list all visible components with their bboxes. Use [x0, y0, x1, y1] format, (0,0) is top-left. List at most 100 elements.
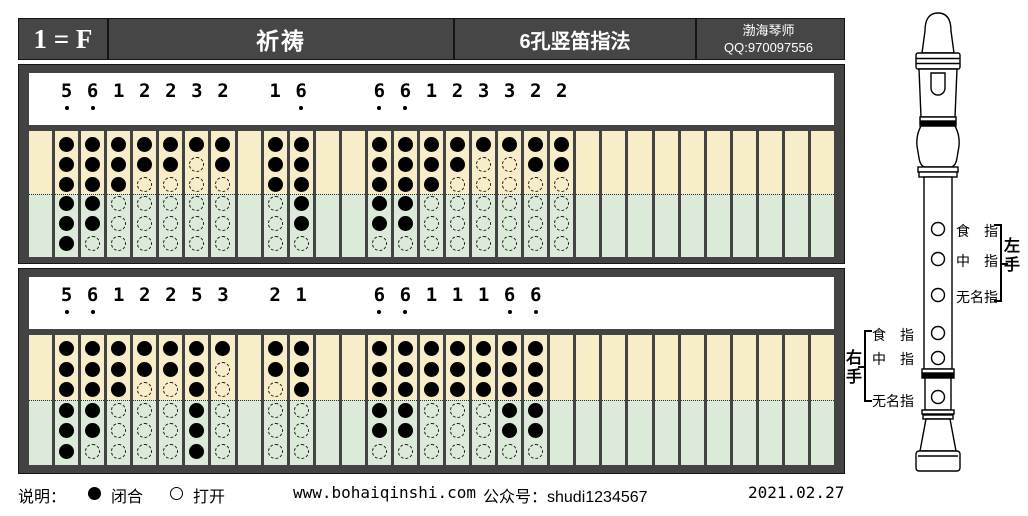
- open-hole: [137, 382, 153, 398]
- closed-hole: [450, 156, 466, 172]
- open-hole: [137, 235, 153, 251]
- fingering-column: [107, 335, 131, 465]
- empty-column: [315, 335, 339, 465]
- jianpu-digit: 1: [451, 284, 464, 306]
- empty-column: [29, 131, 53, 257]
- note-number: 3: [185, 73, 208, 125]
- closed-hole: [476, 382, 492, 398]
- wechat-account-text: 公众号：shudi1234567: [483, 489, 648, 506]
- closed-hole: [267, 137, 283, 152]
- fingering-column: [419, 131, 444, 257]
- closed-hole: [397, 137, 413, 152]
- left-hand-finger-label: 食 指: [956, 223, 998, 239]
- empty-number-cell: [602, 73, 625, 125]
- closed-hole: [59, 235, 75, 251]
- open-hole: [137, 216, 153, 232]
- closed-hole: [450, 361, 466, 377]
- fingering-column: [446, 131, 470, 257]
- left-hand-finger-label: 中 指: [956, 253, 998, 269]
- fingering-column: [289, 131, 313, 257]
- open-hole: [215, 402, 231, 418]
- fingering-column: [550, 131, 574, 257]
- closed-hole: [85, 137, 101, 152]
- open-hole: [293, 423, 309, 439]
- closed-hole: [423, 176, 439, 192]
- open-hole: [267, 443, 283, 459]
- closed-hole: [267, 361, 283, 377]
- octave-dot: [64, 310, 69, 314]
- recorder-foot-flare: [919, 418, 957, 452]
- jianpu-digit: 3: [191, 80, 203, 102]
- open-hole: [476, 216, 492, 232]
- open-hole: [163, 402, 179, 418]
- closed-hole: [423, 341, 439, 356]
- song-title: 祈祷: [109, 19, 455, 59]
- note-number: 6: [394, 73, 417, 125]
- empty-column: [341, 131, 365, 257]
- empty-column: [602, 335, 626, 465]
- open-hole: [215, 196, 231, 212]
- key-signature: 1 = F: [19, 19, 109, 59]
- empty-number-cell: [811, 277, 834, 329]
- closed-hole: [476, 361, 492, 377]
- open-hole: [215, 423, 231, 439]
- closed-hole: [371, 382, 387, 398]
- closed-hole: [85, 423, 101, 439]
- jianpu-digit: 3: [217, 284, 229, 306]
- recorder-body: [923, 176, 953, 370]
- open-hole: [215, 176, 231, 192]
- empty-column: [315, 131, 339, 257]
- closed-hole: [85, 382, 101, 398]
- recorder-panel: 左手 右手 食 指中 指无名指食 指中 指无名指: [845, 0, 1028, 516]
- open-hole: [476, 156, 492, 172]
- empty-column: [654, 335, 678, 465]
- closed-hole: [450, 382, 466, 398]
- open-hole: [423, 402, 439, 418]
- closed-hole: [189, 361, 205, 377]
- closed-hole: [423, 137, 439, 152]
- note-number: 5: [185, 277, 208, 329]
- closed-hole: [85, 361, 101, 377]
- open-hole: [450, 196, 466, 212]
- empty-column: [628, 335, 652, 465]
- empty-column: [758, 131, 782, 257]
- author-box: 渤海琴师 QQ:970097556: [697, 19, 840, 59]
- jianpu-digit: 6: [295, 80, 307, 102]
- chart-subtitle: 6孔竖笛指法: [455, 19, 697, 59]
- right-hand-finger-label: 中 指: [872, 351, 914, 367]
- empty-number-cell: [316, 73, 339, 125]
- note-number: 6: [524, 277, 547, 329]
- fingering-column: [263, 131, 287, 257]
- open-hole: [163, 196, 179, 212]
- open-hole: [215, 382, 231, 398]
- fingering-column: [211, 131, 235, 257]
- open-hole: [267, 216, 283, 232]
- closed-hole: [423, 382, 439, 398]
- open-hole: [189, 235, 205, 251]
- fingering-column: [498, 131, 522, 257]
- closed-hole: [397, 216, 413, 232]
- octave-dot: [533, 310, 538, 314]
- jianpu-digit: 5: [60, 80, 73, 102]
- open-hole: [189, 156, 205, 172]
- open-hole: [137, 402, 153, 418]
- open-hole: [476, 235, 492, 251]
- open-hole: [554, 216, 570, 232]
- open-hole: [423, 196, 439, 212]
- empty-number-cell: [342, 277, 365, 329]
- open-hole: [450, 235, 466, 251]
- closed-hole: [397, 423, 413, 439]
- closed-hole: [423, 361, 439, 377]
- octave-dot: [90, 106, 95, 110]
- closed-hole: [163, 156, 179, 172]
- closed-hole: [528, 361, 544, 377]
- jianpu-digit: 2: [451, 80, 464, 102]
- closed-hole: [293, 176, 309, 192]
- note-number: 1: [264, 73, 287, 125]
- closed-hole: [397, 382, 413, 398]
- closed-hole: [554, 137, 570, 152]
- open-hole: [111, 216, 127, 232]
- empty-number-cell: [759, 73, 782, 125]
- octave-dot: [377, 310, 382, 314]
